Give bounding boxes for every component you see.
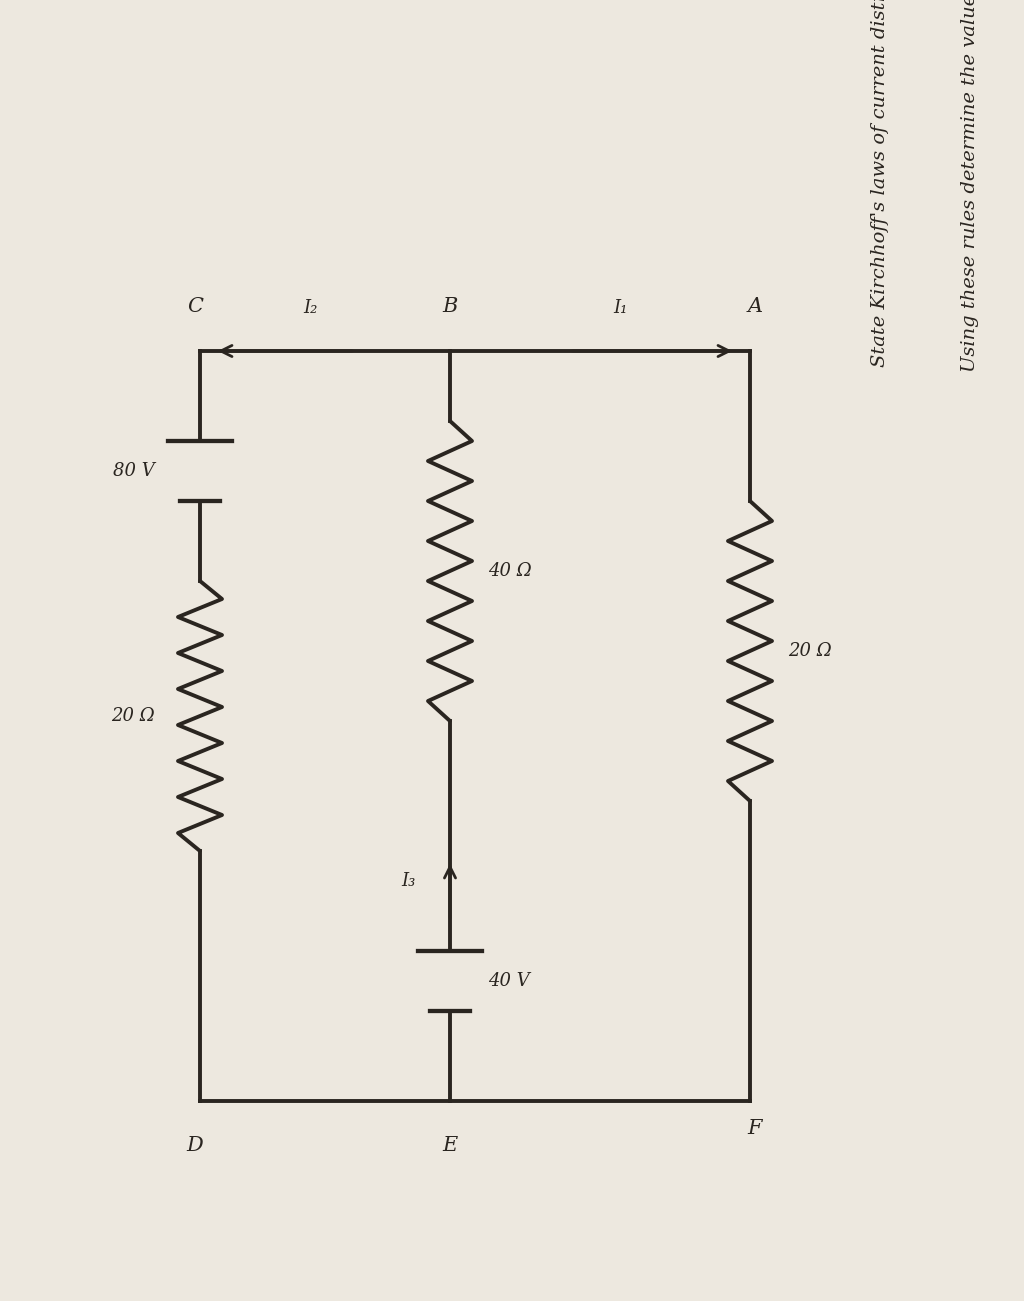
Text: C: C bbox=[187, 297, 203, 316]
Text: I₃: I₃ bbox=[400, 872, 415, 890]
Text: 20 Ω: 20 Ω bbox=[112, 706, 155, 725]
Text: 40 Ω: 40 Ω bbox=[488, 562, 531, 580]
Text: B: B bbox=[442, 297, 458, 316]
Text: D: D bbox=[186, 1136, 204, 1155]
Text: I₁: I₁ bbox=[612, 299, 627, 317]
Text: State Kirchhoff's laws of current distributio: State Kirchhoff's laws of current distri… bbox=[871, 0, 889, 367]
Text: I₂: I₂ bbox=[303, 299, 317, 317]
Text: 20 Ω: 20 Ω bbox=[788, 641, 831, 660]
Text: 80 V: 80 V bbox=[114, 462, 155, 480]
Text: Using these rules determine the value of tho: Using these rules determine the value of… bbox=[961, 0, 979, 372]
Text: A: A bbox=[748, 297, 763, 316]
Text: 40 V: 40 V bbox=[488, 972, 529, 990]
Text: E: E bbox=[442, 1136, 458, 1155]
Text: F: F bbox=[748, 1119, 762, 1137]
